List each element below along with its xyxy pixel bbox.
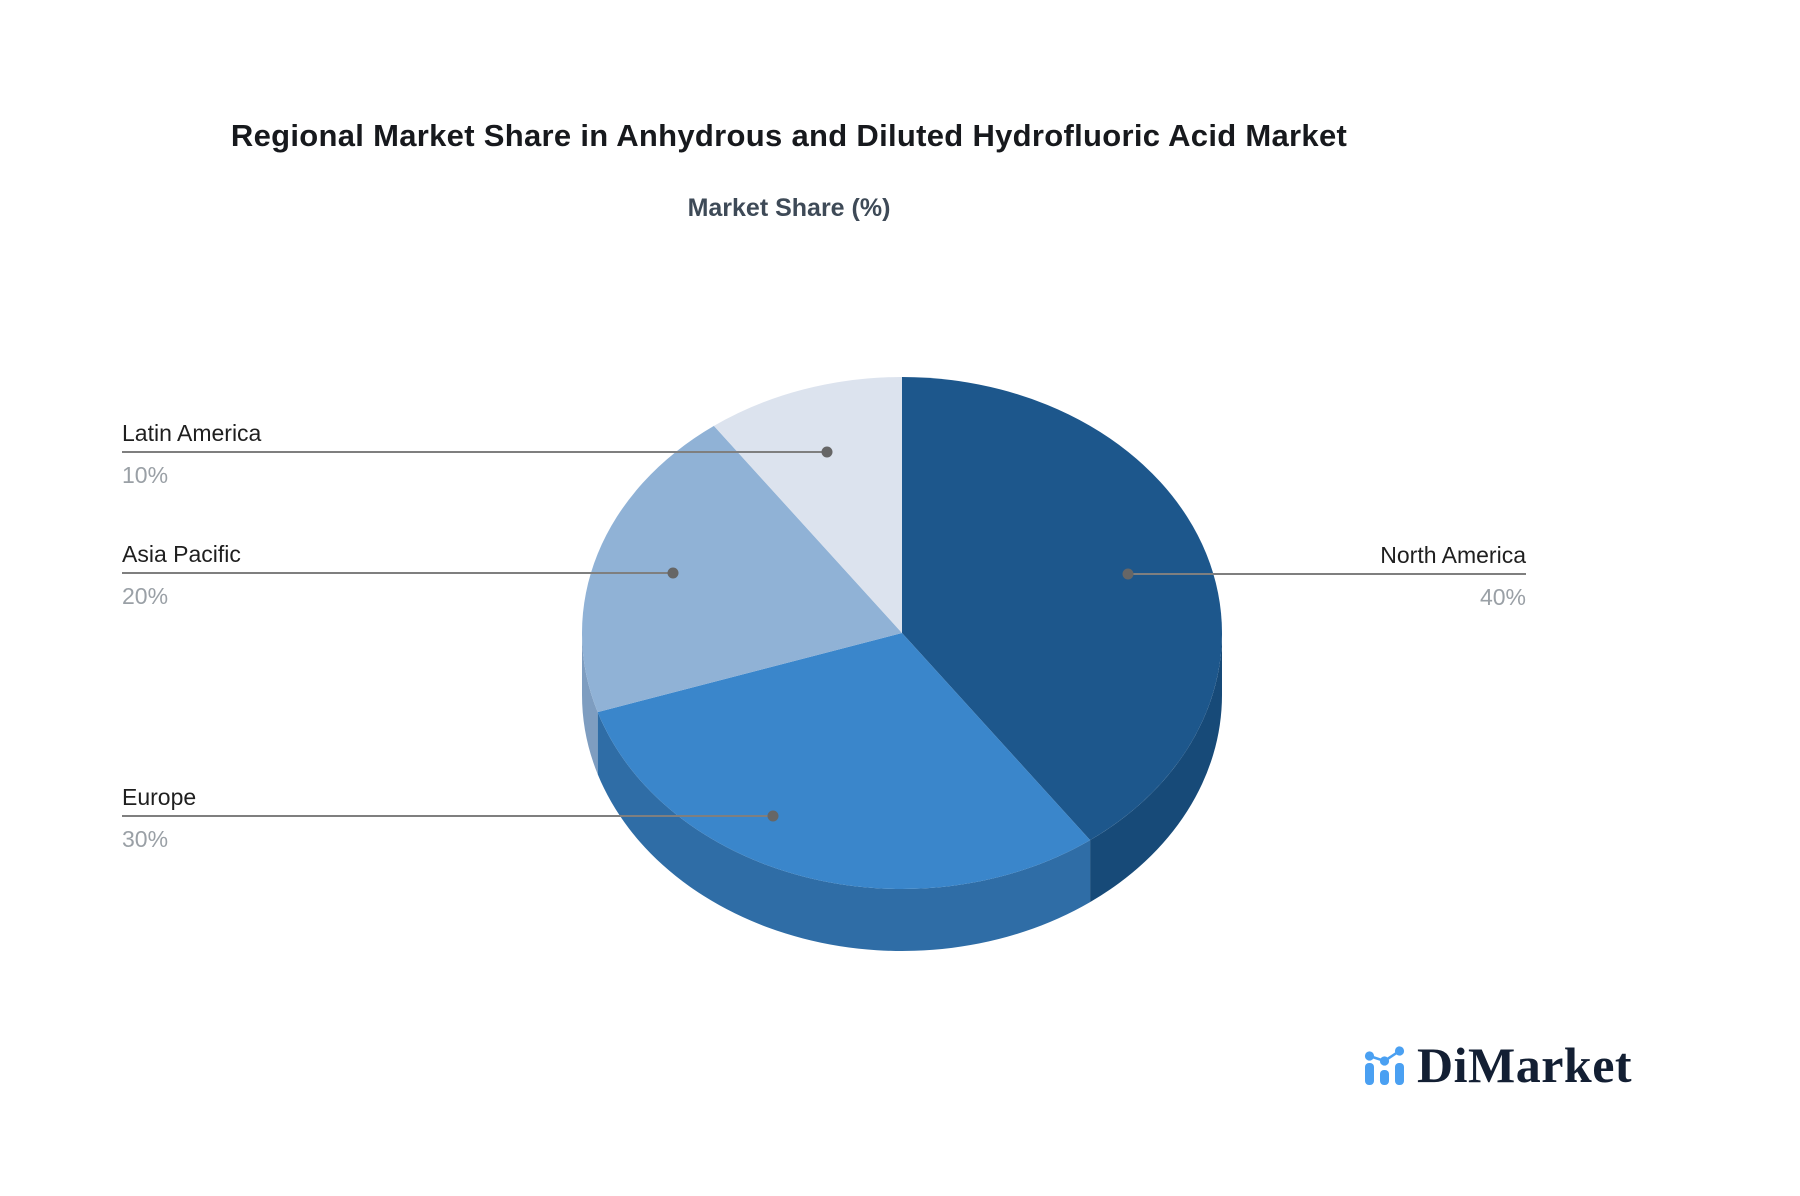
slice-north-america[interactable]: [902, 377, 1222, 841]
callout-value-north-america: 40%: [1479, 584, 1526, 610]
callout-value-asia-pacific: 20%: [122, 583, 169, 609]
logo-chart-icon: [1364, 1046, 1405, 1085]
slice-latin-america[interactable]: [713, 377, 902, 633]
callout-label-europe: Europe: [122, 784, 197, 810]
dimarket-logo: DiMarket: [1364, 1037, 1633, 1093]
slice-europe[interactable]: [597, 633, 1091, 889]
leader-dot-asia-pacific: [667, 567, 679, 579]
leader-dot-north-america: [1122, 568, 1134, 580]
callout-value-latin-america: 10%: [122, 462, 169, 488]
callout-label-latin-america: Latin America: [122, 420, 262, 446]
callout-leader-lines: [122, 446, 1526, 822]
slice-asia-pacific[interactable]: [582, 425, 902, 713]
slice-side-asia-pacific: [582, 633, 598, 775]
callout-label-asia-pacific: Asia Pacific: [122, 541, 241, 567]
pie-top-faces: [582, 377, 1222, 889]
logo-text: DiMarket: [1417, 1037, 1633, 1093]
leader-dot-latin-america: [821, 446, 833, 458]
slice-side-europe: [597, 712, 1091, 951]
callout-label-north-america: North America: [1380, 542, 1526, 568]
slice-side-north-america: [1090, 633, 1222, 903]
chart-title: Regional Market Share in Anhydrous and D…: [230, 118, 1348, 153]
chart-subtitle: Market Share (%): [687, 194, 891, 222]
callout-value-europe: 30%: [122, 826, 169, 852]
pie-side-walls: [582, 633, 1222, 951]
leader-dot-europe: [767, 810, 779, 822]
